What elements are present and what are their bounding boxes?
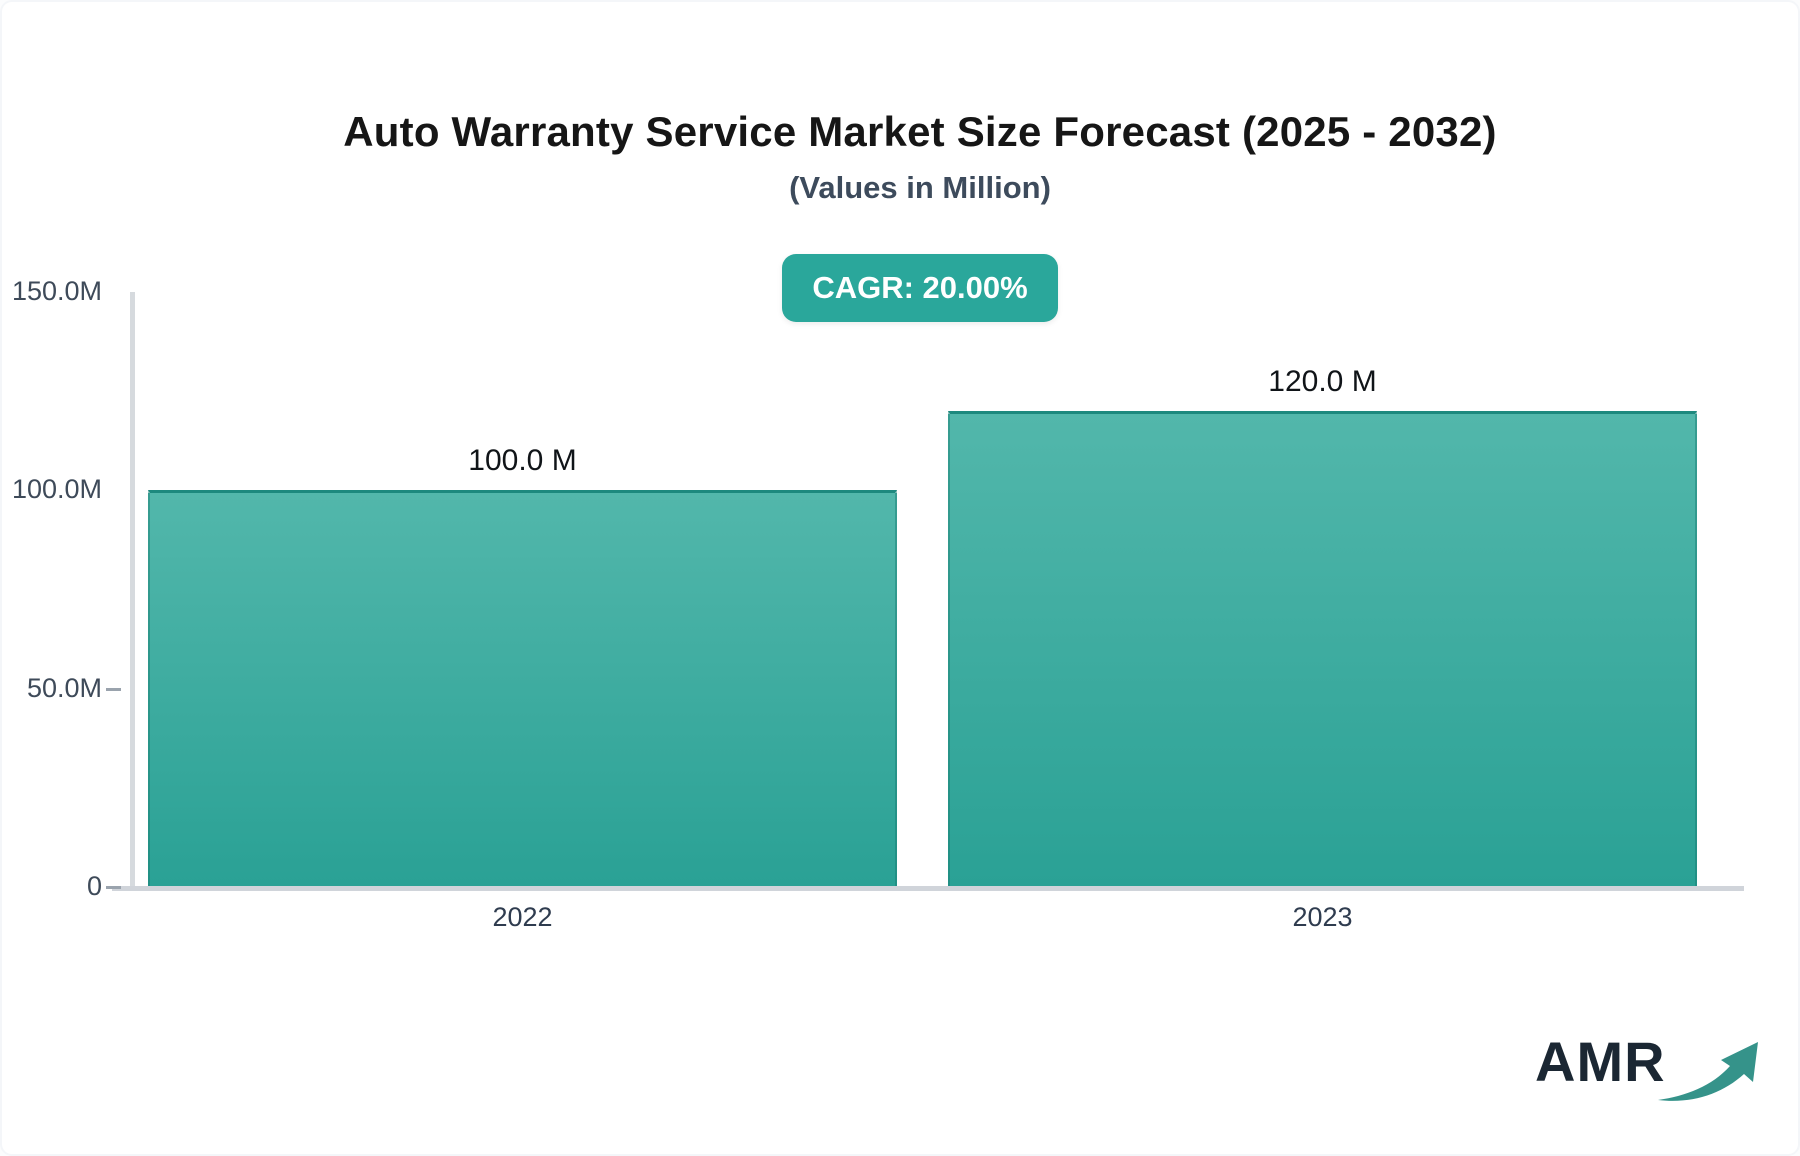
bar-2023[interactable] (948, 411, 1697, 886)
y-axis-line (130, 292, 135, 890)
bar-value-label-2023: 120.0 M (1268, 365, 1377, 398)
bar-value-label-2022: 100.0 M (468, 444, 577, 477)
y-tick-mark-50 (106, 687, 121, 691)
chart-subtitle: (Values in Million) (789, 170, 1051, 205)
cagr-badge-row: CAGR: 20.00% (42, 254, 1798, 322)
amr-logo-text: AMR (1535, 1030, 1666, 1093)
y-tick-mark-0 (106, 886, 121, 889)
trend-up-arrow-icon (1656, 1040, 1764, 1111)
cagr-badge: CAGR: 20.00% (782, 254, 1058, 322)
x-axis-line (112, 886, 1744, 891)
bar-2022[interactable] (148, 490, 897, 886)
y-tick-label-100: 100.0M (11, 474, 102, 505)
x-axis-label-2022: 2022 (492, 902, 553, 932)
y-tick-label-0: 0 (86, 871, 102, 901)
x-axis-label-2023: 2023 (1292, 902, 1353, 932)
amr-logo: AMR (1535, 1034, 1764, 1111)
y-tick-label-150: 150.0M (11, 276, 102, 306)
chart-title: Auto Warranty Service Market Size Foreca… (343, 108, 1497, 155)
y-tick-label-50: 50.0M (26, 672, 102, 703)
